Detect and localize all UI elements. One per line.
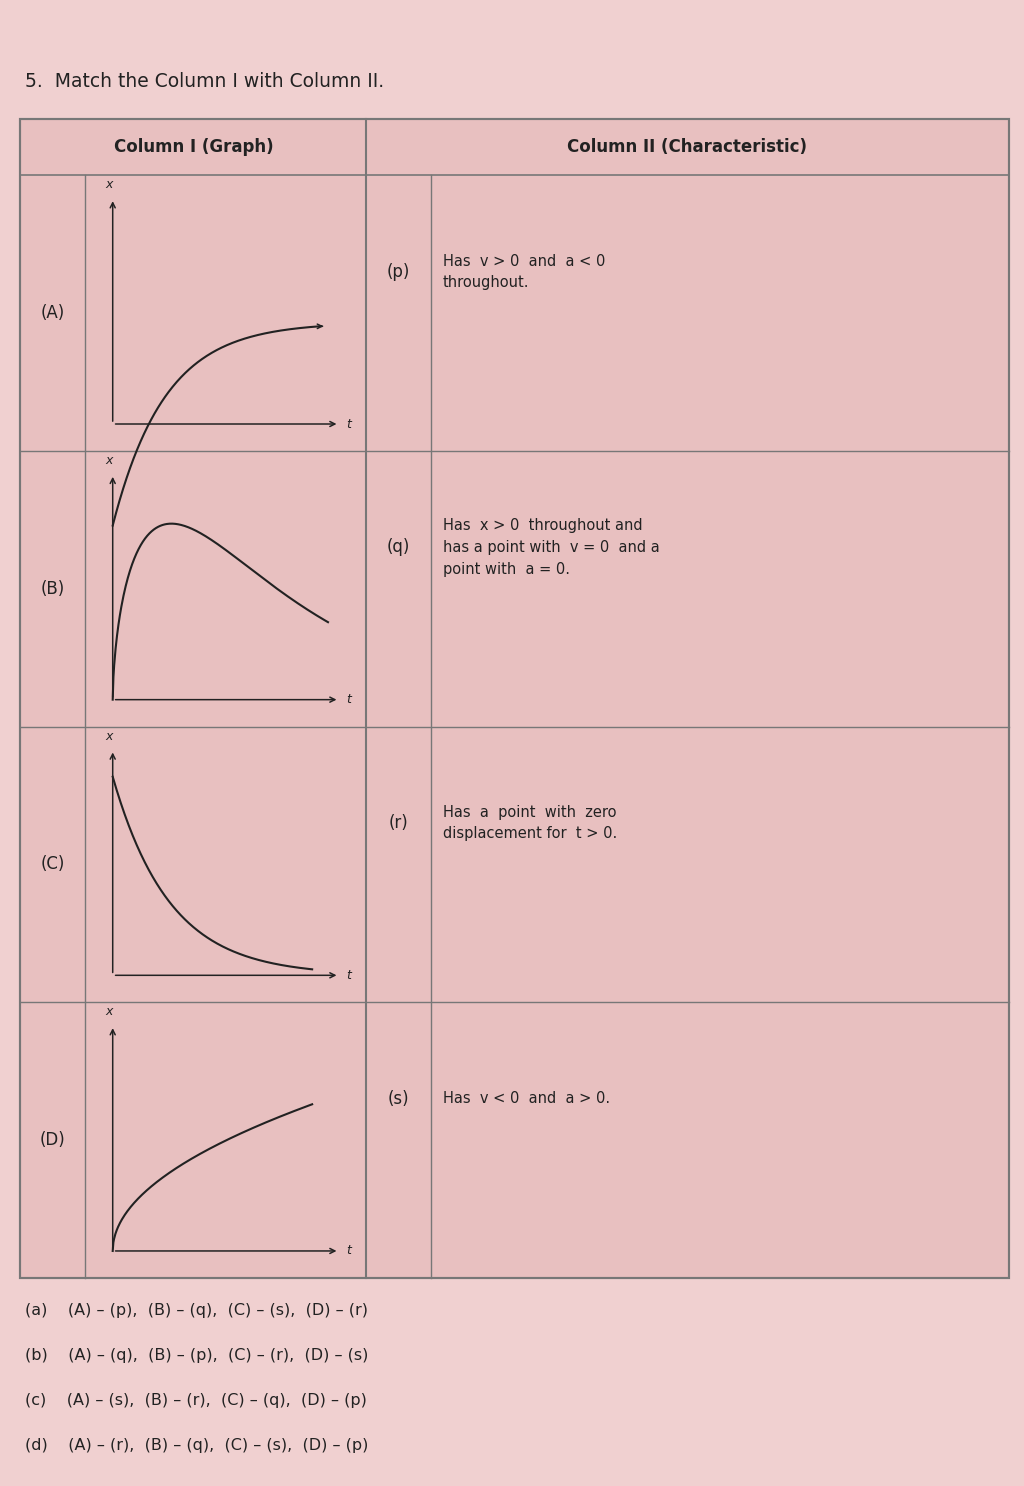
Text: (d)    (A) – (r),  (B) – (q),  (C) – (s),  (D) – (p): (d) (A) – (r), (B) – (q), (C) – (s), (D)… [26,1438,369,1453]
Bar [20,119,1009,1278]
Text: Has  x > 0  throughout and
has a point with  v = 0  and a
point with  a = 0.: Has x > 0 throughout and has a point wit… [442,519,659,577]
Text: x: x [105,178,113,192]
Text: 5.  Match the Column I with Column II.: 5. Match the Column I with Column II. [25,71,384,91]
Text: (b)    (A) – (q),  (B) – (p),  (C) – (r),  (D) – (s): (b) (A) – (q), (B) – (p), (C) – (r), (D)… [26,1348,369,1363]
Text: (B): (B) [41,580,65,597]
Text: (A): (A) [41,305,65,322]
Text: Column I (Graph): Column I (Graph) [114,138,273,156]
Bar [20,119,1009,1278]
Text: x: x [105,455,113,467]
Text: t: t [346,1244,351,1257]
Text: (p): (p) [387,263,411,281]
Text: (r): (r) [388,814,409,832]
Text: t: t [346,692,351,706]
Text: (q): (q) [387,538,411,556]
Text: t: t [346,969,351,982]
Text: t: t [346,418,351,431]
Text: x: x [105,1006,113,1018]
Text: (s): (s) [388,1089,410,1107]
Text: (c)    (A) – (s),  (B) – (r),  (C) – (q),  (D) – (p): (c) (A) – (s), (B) – (r), (C) – (q), (D)… [26,1392,368,1407]
Text: Has  v > 0  and  a < 0
throughout.: Has v > 0 and a < 0 throughout. [442,254,605,290]
Text: (D): (D) [40,1131,66,1149]
Text: Column II (Characteristic): Column II (Characteristic) [567,138,808,156]
Text: Has  a  point  with  zero
displacement for  t > 0.: Has a point with zero displacement for t… [442,805,616,841]
Text: x: x [105,730,113,743]
Text: (C): (C) [40,856,65,874]
Text: (a)    (A) – (p),  (B) – (q),  (C) – (s),  (D) – (r): (a) (A) – (p), (B) – (q), (C) – (s), (D)… [26,1303,369,1318]
Text: Has  v < 0  and  a > 0.: Has v < 0 and a > 0. [442,1091,609,1106]
